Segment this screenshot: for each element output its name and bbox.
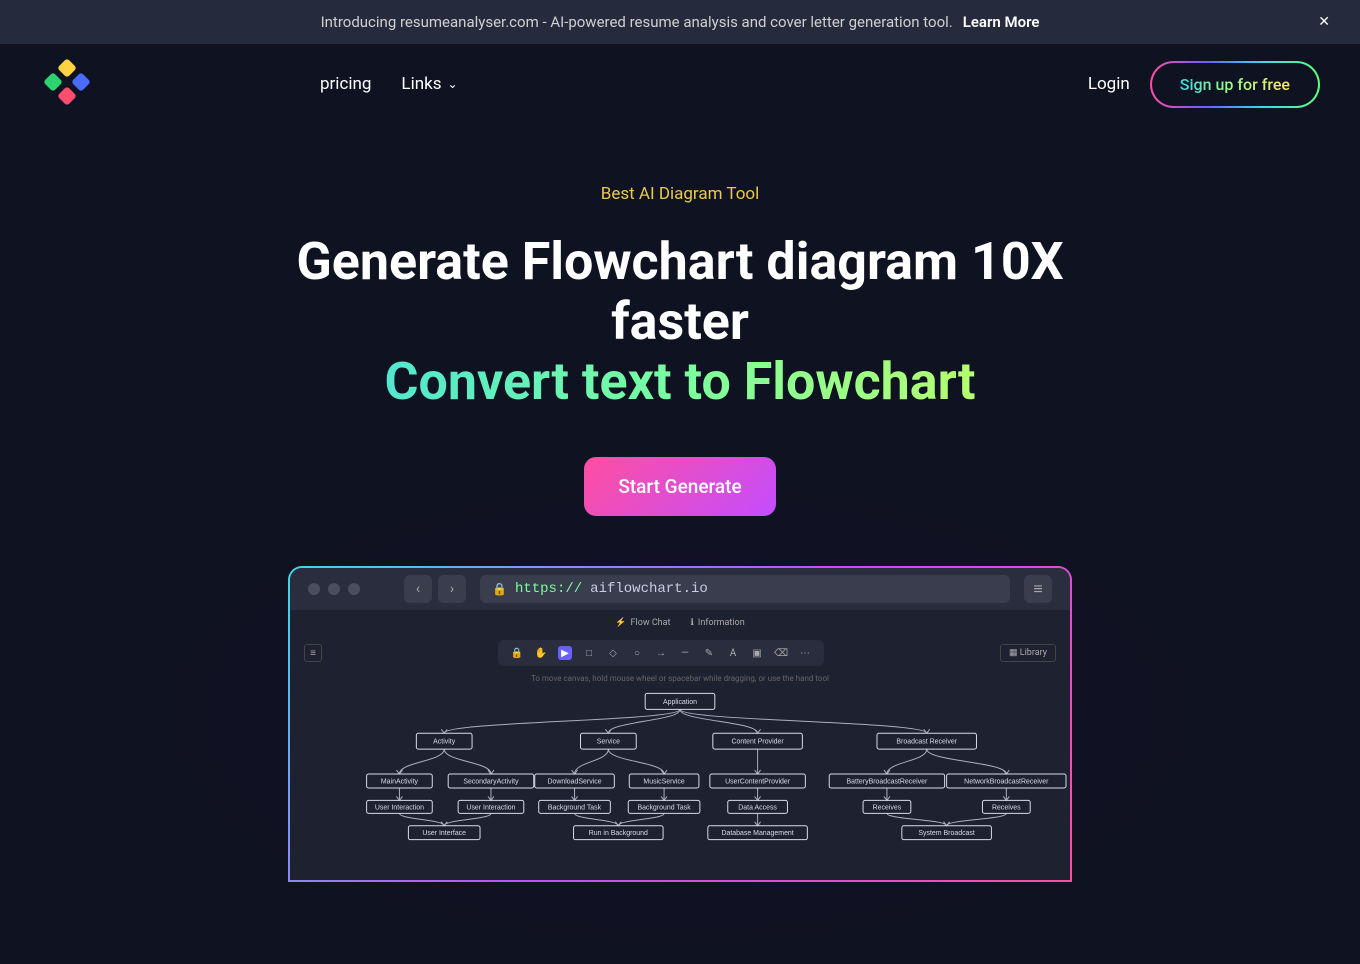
svg-text:NetworkBroadcastReceiver: NetworkBroadcastReceiver [964,779,1049,786]
nav-links-dropdown[interactable]: Links ⌄ [401,74,457,94]
nav-pricing[interactable]: pricing [320,74,371,94]
svg-text:Data Access: Data Access [738,805,777,812]
circle-tool-icon[interactable]: ○ [630,646,644,660]
lock-tool-icon[interactable]: 🔒 [510,646,524,660]
line-tool-icon[interactable]: — [678,646,692,660]
app-hint: To move canvas, hold mouse wheel or spac… [290,674,1070,683]
headline-line2: faster [611,291,749,352]
pen-tool-icon[interactable]: ✎ [702,646,716,660]
text-tool-icon[interactable]: A [726,646,740,660]
svg-text:Service: Service [597,739,620,746]
nav-links-label: Links [401,74,441,94]
pointer-tool-icon[interactable]: ▶ [558,646,572,660]
tab-information[interactable]: ℹ Information [690,618,744,628]
hero-headline: Generate Flowchart diagram 10X faster Co… [230,232,1130,411]
nav-links: pricing Links ⌄ [320,74,458,94]
signup-button[interactable]: Sign up for free [1150,61,1320,108]
url-bar[interactable]: 🔒 https:// aiflowchart.io [480,575,1010,603]
announcement-banner: Introducing resumeanalyser.com - AI-powe… [0,0,1360,44]
hamburger-icon[interactable]: ≡ [304,644,322,662]
tab-label: Information [698,618,745,628]
svg-text:DownloadService: DownloadService [547,779,601,786]
library-label: Library [1020,648,1047,658]
nav-right: Login Sign up for free [1088,61,1320,108]
svg-text:User Interaction: User Interaction [375,805,424,812]
svg-text:Broadcast Receiver: Broadcast Receiver [896,739,957,746]
start-generate-button[interactable]: Start Generate [584,457,775,516]
svg-text:Application: Application [663,699,697,706]
tab-label: Flow Chat [631,618,671,628]
svg-text:Database Management: Database Management [721,831,793,838]
logo-icon[interactable] [40,59,90,109]
flowchart-canvas: Application Activity Service Content Provid… [290,683,1070,873]
settings-icon[interactable]: ≡ [1024,575,1052,603]
svg-text:MainActivity: MainActivity [381,779,419,786]
library-button[interactable]: ▦ Library [1000,644,1056,662]
headline-line1: Generate Flowchart diagram 10X [296,231,1063,292]
dot-icon [328,583,340,595]
svg-text:Receives: Receives [873,805,902,812]
hand-tool-icon[interactable]: ✋ [534,646,548,660]
diamond-tool-icon[interactable]: ◇ [606,646,620,660]
app-preview: ⚡ Flow Chat ℹ Information ≡ 🔒 ✋ ▶ □ ◇ ○ … [290,610,1070,880]
svg-text:System Broadcast: System Broadcast [918,831,974,838]
svg-text:Content Provider: Content Provider [732,739,785,746]
image-tool-icon[interactable]: ▣ [750,646,764,660]
close-icon[interactable]: ✕ [1318,14,1330,30]
svg-text:User Interface: User Interface [422,831,466,838]
traffic-lights [308,583,360,595]
svg-text:SecondaryActivity: SecondaryActivity [463,779,519,786]
app-toolbar: 🔒 ✋ ▶ □ ◇ ○ → — ✎ A ▣ ⌫ ⋯ [498,640,824,666]
svg-text:MusicService: MusicService [643,779,684,786]
eraser-tool-icon[interactable]: ⌫ [774,646,788,660]
svg-text:Background Task: Background Task [548,805,602,812]
url-protocol: https:// [515,581,582,597]
more-tool-icon[interactable]: ⋯ [798,646,812,660]
dot-icon [308,583,320,595]
chevron-down-icon: ⌄ [448,77,458,91]
url-domain: aiflowchart.io [590,581,708,597]
svg-text:UserContentProvider: UserContentProvider [725,779,791,786]
hero-tagline: Best AI Diagram Tool [0,184,1360,204]
svg-text:Activity: Activity [433,739,456,746]
banner-text: Introducing resumeanalyser.com - AI-powe… [321,13,953,31]
arrow-tool-icon[interactable]: → [654,646,668,660]
svg-text:BatteryBroadcastReceiver: BatteryBroadcastReceiver [847,779,928,786]
tab-flow-chat[interactable]: ⚡ Flow Chat [615,618,670,628]
dot-icon [348,583,360,595]
browser-preview: ‹ › 🔒 https:// aiflowchart.io ≡ ⚡ Flow Ch… [288,566,1072,882]
navbar: pricing Links ⌄ Login Sign up for free [0,44,1360,124]
back-icon[interactable]: ‹ [404,575,432,603]
signup-label: Sign up for free [1180,75,1290,94]
svg-text:Background Task: Background Task [637,805,691,812]
forward-icon[interactable]: › [438,575,466,603]
browser-chrome: ‹ › 🔒 https:// aiflowchart.io ≡ [290,568,1070,610]
rect-tool-icon[interactable]: □ [582,646,596,660]
hero: Best AI Diagram Tool Generate Flowchart … [0,124,1360,882]
svg-text:User Interaction: User Interaction [466,805,515,812]
svg-text:Run in Background: Run in Background [589,831,648,838]
svg-text:Receives: Receives [992,805,1021,812]
login-link[interactable]: Login [1088,74,1130,94]
headline-gradient: Convert text to Flowchart [230,352,1130,412]
app-tabs: ⚡ Flow Chat ℹ Information [290,610,1070,636]
learn-more-link[interactable]: Learn More [963,13,1040,31]
lock-icon: 🔒 [492,582,507,597]
